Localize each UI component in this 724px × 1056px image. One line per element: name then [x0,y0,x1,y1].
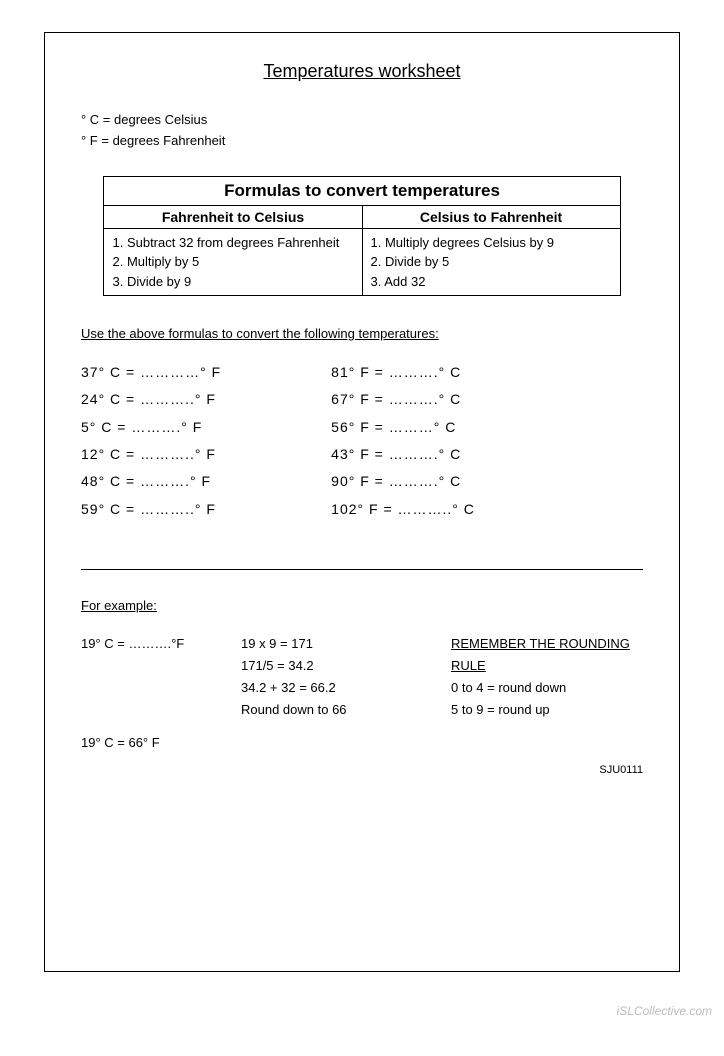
example-prompt: 19° C = ……….°F [81,633,241,721]
exercise-row: 59° C = ………..° F [81,496,221,523]
exercise-row: 67° F = ……….° C [331,386,475,413]
exercise-row: 48° C = ……….° F [81,468,221,495]
calc-line: 34.2 + 32 = 66.2 [241,677,451,699]
col-head-f2c: Fahrenheit to Celsius [104,205,362,228]
example-calc: 19 x 9 = 171 171/5 = 34.2 34.2 + 32 = 66… [241,633,451,721]
step: 3. Add 32 [371,272,612,292]
exercise-row: 102° F = ………..° C [331,496,475,523]
instruction: Use the above formulas to convert the fo… [81,326,643,341]
example-label: For example: [81,598,643,613]
rule-heading: REMEMBER THE ROUNDING RULE [451,633,643,677]
exercise-row: 56° F = ………° C [331,414,475,441]
legend: ° C = degrees Celsius ° F = degrees Fahr… [81,110,643,152]
step: 1. Subtract 32 from degrees Fahrenheit [112,233,353,253]
exercise-block: 37° C = …………° F 24° C = ………..° F 5° C = … [81,359,643,523]
example-block: 19° C = ……….°F 19 x 9 = 171 171/5 = 34.2… [81,633,643,721]
formula-header: Formulas to convert temperatures [104,176,620,205]
legend-celsius: ° C = degrees Celsius [81,110,643,131]
exercise-row: 43° F = ……….° C [331,441,475,468]
exercise-col-right: 81° F = ……….° C 67° F = ……….° C 56° F = … [331,359,475,523]
worksheet-page: Temperatures worksheet ° C = degrees Cel… [44,32,680,972]
step: 2. Divide by 5 [371,252,612,272]
rule-line: 0 to 4 = round down [451,677,643,699]
watermark: iSLCollective.com [617,1004,712,1018]
exercise-row: 5° C = ……….° F [81,414,221,441]
section-divider [81,569,643,570]
calc-line: Round down to 66 [241,699,451,721]
steps-f2c: 1. Subtract 32 from degrees Fahrenheit 2… [104,228,362,296]
example-answer: 19° C = 66° F [81,735,643,750]
exercise-row: 90° F = ……….° C [331,468,475,495]
exercise-row: 81° F = ……….° C [331,359,475,386]
col-head-c2f: Celsius to Fahrenheit [362,205,620,228]
legend-fahrenheit: ° F = degrees Fahrenheit [81,131,643,152]
page-title: Temperatures worksheet [81,61,643,82]
step: 3. Divide by 9 [112,272,353,292]
calc-line: 19 x 9 = 171 [241,633,451,655]
exercise-row: 24° C = ………..° F [81,386,221,413]
reference-code: SJU0111 [81,764,643,776]
step: 1. Multiply degrees Celsius by 9 [371,233,612,253]
exercise-row: 37° C = …………° F [81,359,221,386]
rule-line: 5 to 9 = round up [451,699,643,721]
step: 2. Multiply by 5 [112,252,353,272]
rounding-rule: REMEMBER THE ROUNDING RULE 0 to 4 = roun… [451,633,643,721]
steps-c2f: 1. Multiply degrees Celsius by 9 2. Divi… [362,228,620,296]
exercise-col-left: 37° C = …………° F 24° C = ………..° F 5° C = … [81,359,221,523]
formula-table: Formulas to convert temperatures Fahrenh… [103,176,620,297]
exercise-row: 12° C = ………..° F [81,441,221,468]
calc-line: 171/5 = 34.2 [241,655,451,677]
